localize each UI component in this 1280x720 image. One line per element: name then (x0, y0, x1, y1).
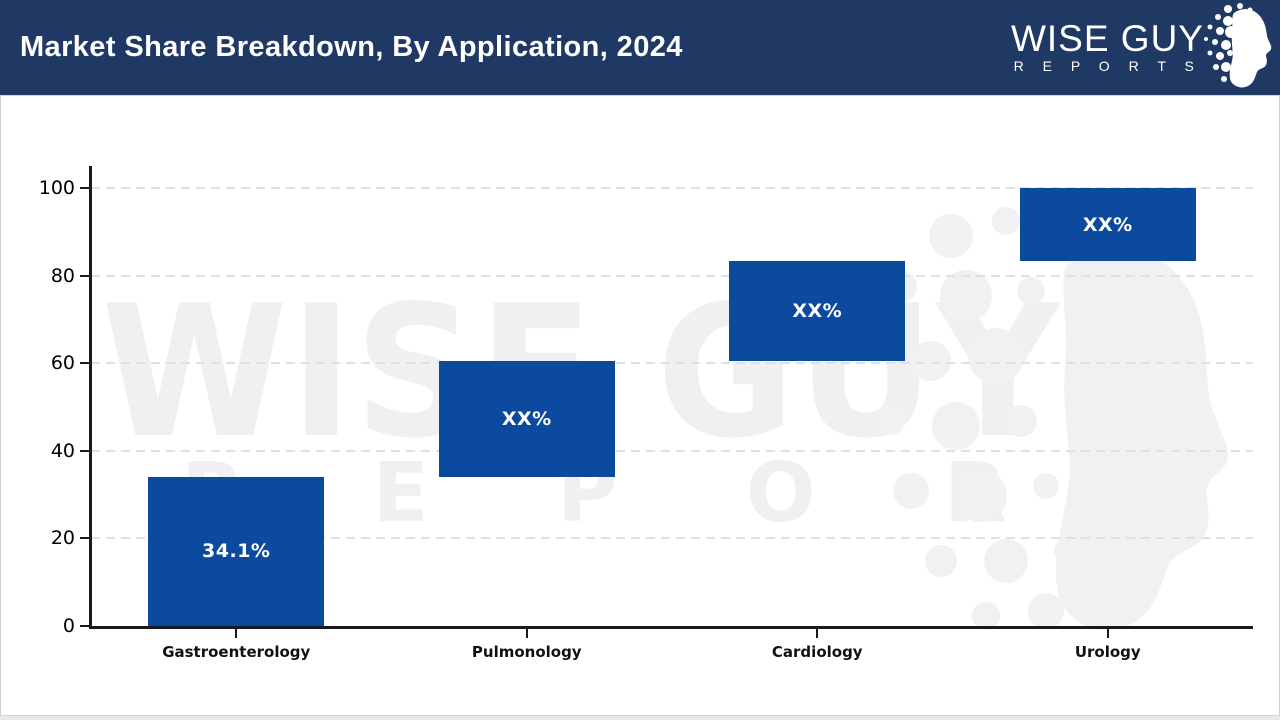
brand-subtitle: R E P O R T S (1013, 57, 1202, 74)
x-axis-line (89, 626, 1253, 629)
gridline-y80 (91, 274, 1253, 277)
gridline-y40 (91, 449, 1253, 452)
y-axis-tick-label: 80 (50, 264, 75, 287)
x-axis-tick (525, 629, 528, 638)
bar-value-label: XX% (1082, 213, 1133, 236)
brand-name: WISE GUY (1010, 17, 1204, 59)
page-title: Market Share Breakdown, By Application, … (20, 31, 683, 63)
gridline-y100 (91, 187, 1253, 189)
gridline-y60 (91, 362, 1253, 365)
y-axis-tick (80, 449, 89, 452)
bar-value-label: XX% (501, 408, 552, 431)
chart-card: WISE GUY R E P O R T S 02040608010034.1%… (0, 95, 1280, 716)
x-axis-category-label: Gastroenterology (162, 643, 311, 661)
y-axis-line (89, 166, 92, 629)
y-axis-tick (80, 274, 89, 277)
bar-value-label: XX% (792, 300, 843, 323)
x-axis-category-label: Pulmonology (471, 643, 582, 661)
x-axis-tick (235, 629, 238, 638)
bar-cardiology: XX% (729, 261, 906, 362)
bar-gastroenterology: 34.1% (148, 476, 325, 626)
logo-head-icon (1198, 1, 1272, 95)
y-axis-tick-label: 60 (50, 352, 75, 375)
plot-area: 0 20 40 60 80 100 34.1% Gastroenterology XX% Pulm… (1, 96, 1279, 715)
x-axis-tick (1106, 629, 1109, 638)
bar-urology: XX% (1019, 188, 1196, 262)
x-axis-tick (816, 629, 819, 638)
watermark-head-icon (831, 206, 1231, 650)
x-axis-category-label: Urology (1074, 643, 1141, 661)
y-axis-tick-label: 20 (50, 527, 75, 550)
brand-logo: WISE GUY R E P O R T S (1011, 1, 1280, 95)
brand-logo-text: WISE GUY R E P O R T S (1011, 20, 1204, 75)
y-axis-tick (80, 537, 89, 540)
y-axis-tick-label: 0 (62, 615, 75, 637)
x-axis-category-label: Cardiology (771, 643, 863, 661)
y-axis-tick-label: 100 (38, 177, 75, 199)
y-axis-tick-label: 40 (50, 439, 75, 462)
gridline-y20 (91, 537, 1253, 540)
bar-value-label: 34.1% (202, 540, 271, 563)
y-axis-tick (80, 362, 89, 365)
bottom-strip (0, 716, 1280, 720)
header-bar: Market Share Breakdown, By Application, … (0, 0, 1280, 95)
y-axis-tick (80, 625, 89, 627)
y-axis-tick (80, 187, 89, 189)
bar-pulmonology: XX% (438, 361, 615, 477)
